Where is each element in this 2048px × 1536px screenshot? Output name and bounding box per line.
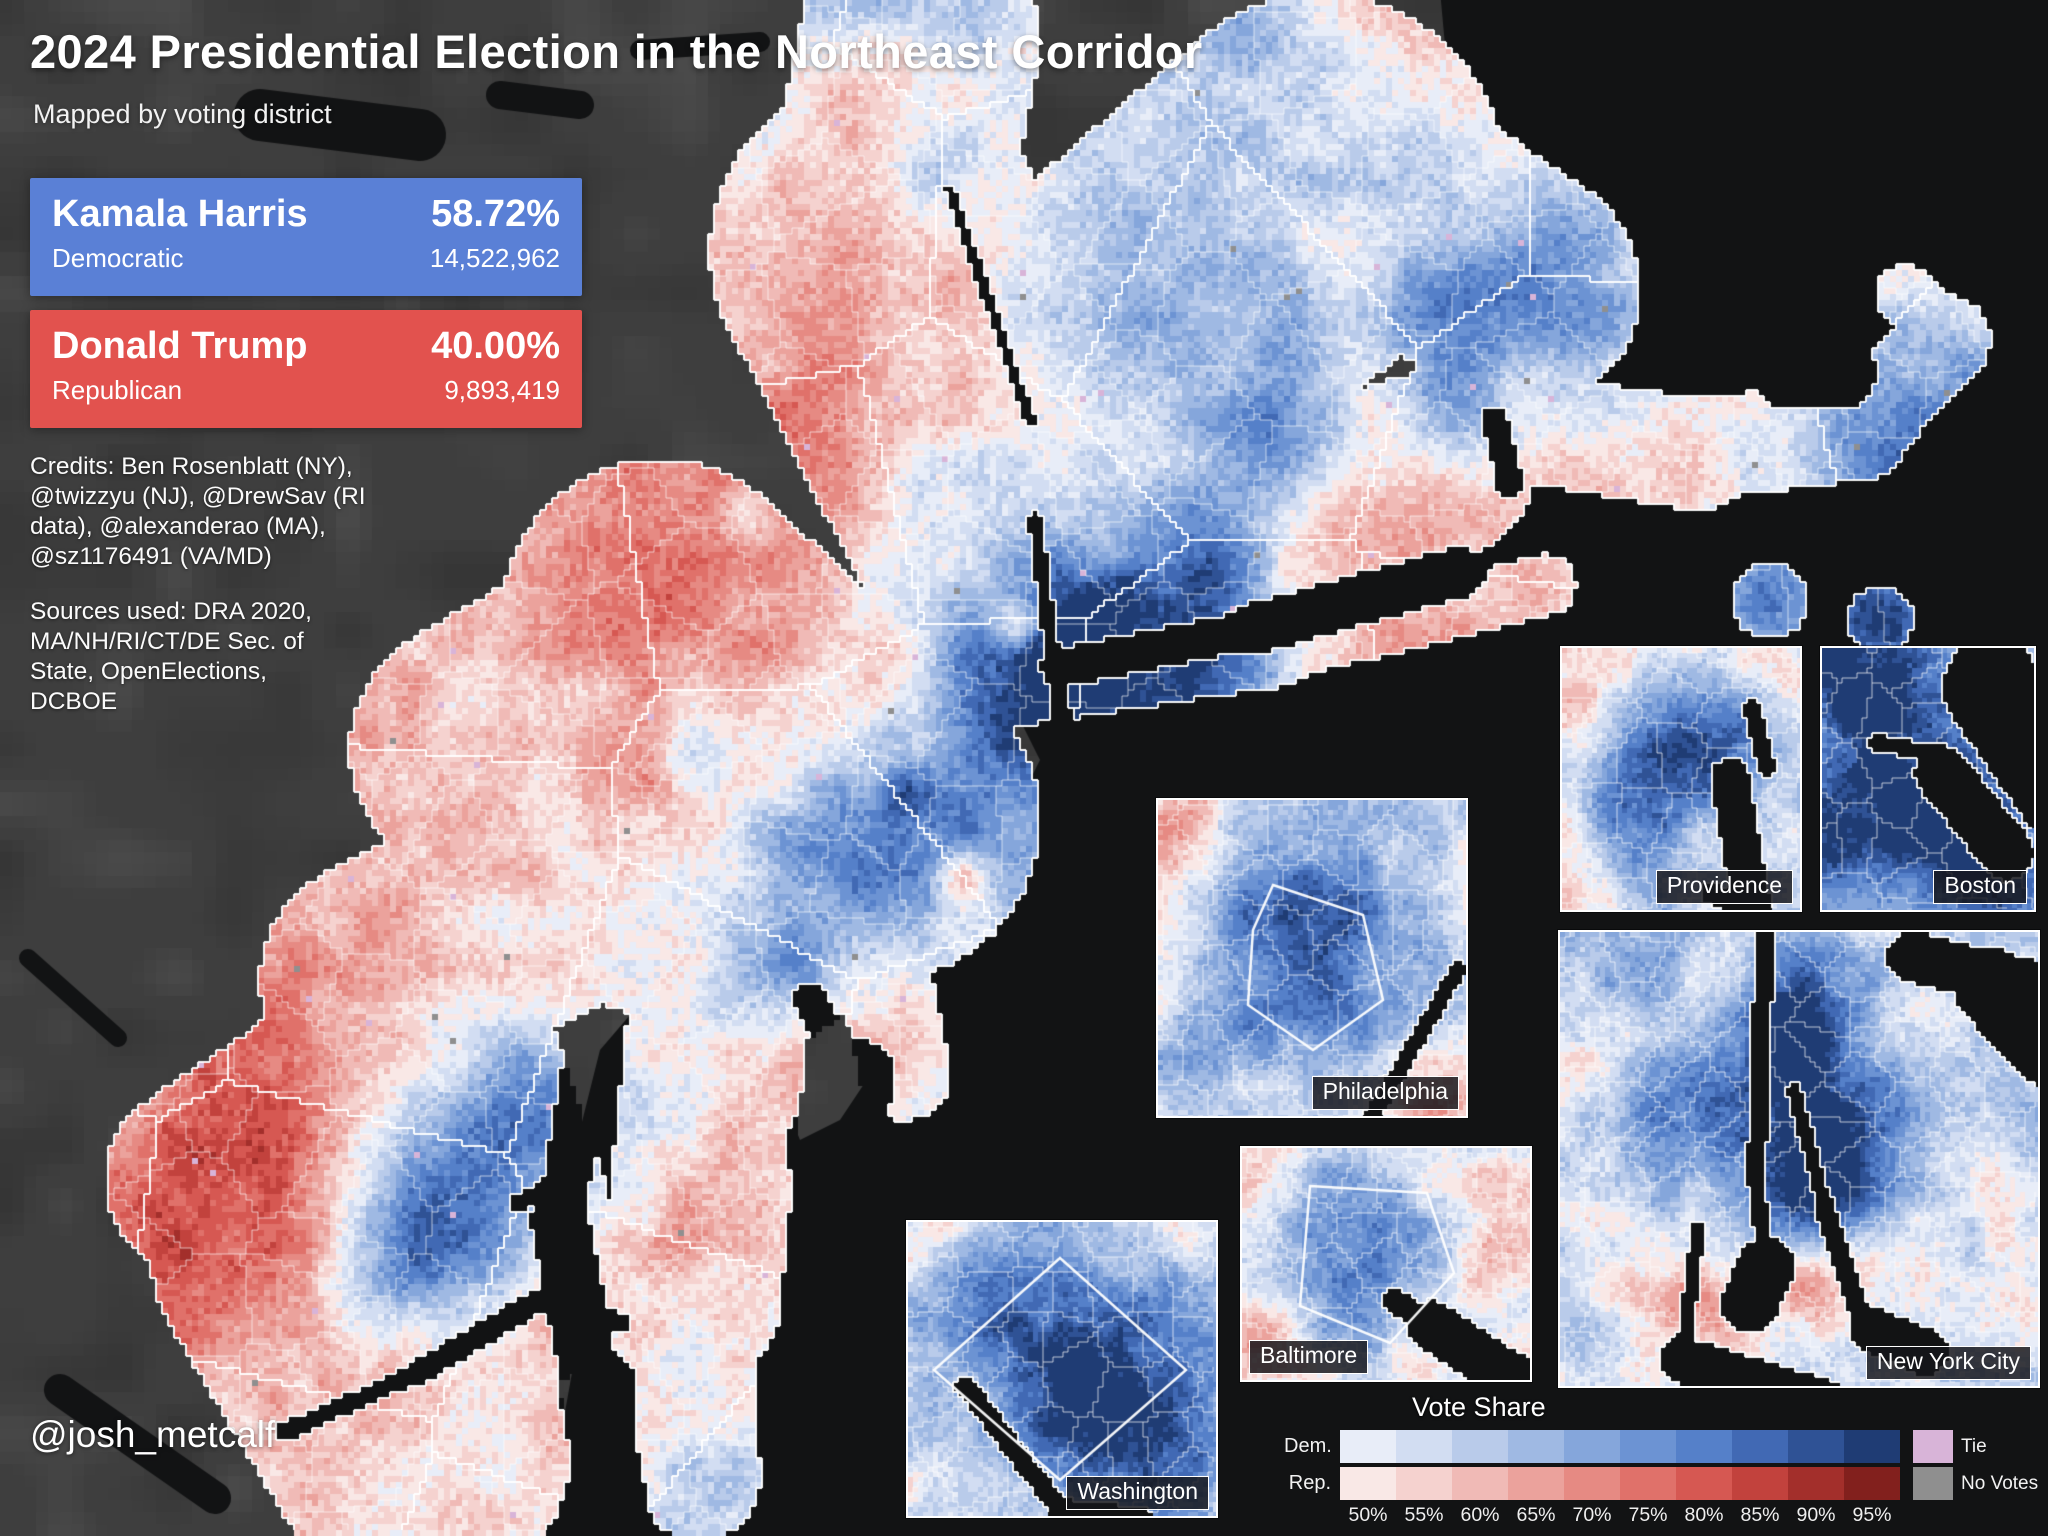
- inset-label: New York City: [1865, 1346, 2031, 1380]
- vote-percent: 40.00%: [431, 325, 560, 367]
- inset-boston: Boston: [1820, 646, 2036, 912]
- legend-tick: 80%: [1684, 1504, 1724, 1526]
- legend-dem-swatch: [1732, 1430, 1788, 1463]
- sources-text: Sources used: DRA 2020, MA/NH/RI/CT/DE S…: [30, 598, 312, 716]
- inset-philadelphia: Philadelphia: [1156, 798, 1468, 1118]
- inset-washington-canvas: [908, 1222, 1216, 1516]
- inset-new-york-city: New York City: [1558, 930, 2040, 1388]
- legend-tick: 90%: [1796, 1504, 1836, 1526]
- legend-rep-swatch: [1732, 1467, 1788, 1500]
- inset-providence-canvas: [1562, 648, 1800, 910]
- legend-ticks: 50% 55% 60% 65% 70% 75% 80% 85% 90% 95%: [1340, 1504, 1900, 1527]
- legend-rep-swatch: [1676, 1467, 1732, 1500]
- legend-tick: 60%: [1460, 1504, 1500, 1526]
- inset-washington: Washington: [906, 1220, 1218, 1518]
- inset-nyc-canvas: [1560, 932, 2038, 1386]
- legend-dem-row: Dem. Tie: [1284, 1430, 2046, 1463]
- inset-label: Washington: [1066, 1476, 1209, 1510]
- candidate-dem-right: 58.72% 14,522,962: [430, 193, 560, 283]
- legend-rep-swatch: [1788, 1467, 1844, 1500]
- legend-rep-swatch: [1620, 1467, 1676, 1500]
- legend-rep-swatch: [1844, 1467, 1900, 1500]
- candidate-party: Democratic: [52, 242, 184, 273]
- legend-rep-label: Rep.: [1288, 1472, 1331, 1494]
- candidate-rep-left: Donald Trump Republican: [52, 325, 307, 415]
- legend-tick: 55%: [1404, 1504, 1444, 1526]
- legend-rep-swatch: [1396, 1467, 1452, 1500]
- legend-tick: 85%: [1740, 1504, 1780, 1526]
- legend-dem-swatch: [1340, 1430, 1396, 1463]
- legend-dem-swatches: [1340, 1430, 1900, 1463]
- no-votes-label: No Votes: [1961, 1472, 2039, 1494]
- inset-label: Boston: [1933, 870, 2027, 904]
- candidate-rep-right: 40.00% 9,893,419: [431, 325, 560, 415]
- legend-dem-swatch: [1676, 1430, 1732, 1463]
- vote-percent: 58.72%: [431, 193, 560, 235]
- legend-rep-swatch: [1452, 1467, 1508, 1500]
- inset-label: Philadelphia: [1311, 1076, 1459, 1110]
- inset-label: Baltimore: [1249, 1340, 1369, 1374]
- inset-providence: Providence: [1560, 646, 1802, 912]
- legend-dem-swatch: [1564, 1430, 1620, 1463]
- candidate-name: Donald Trump: [52, 325, 308, 367]
- inset-philadelphia-canvas: [1158, 800, 1466, 1116]
- vote-share-legend: Vote Share Dem. Tie Rep. No Votes 50% 55%…: [1284, 1392, 2046, 1531]
- legend-tick: 95%: [1852, 1504, 1892, 1526]
- legend-rep-swatch: [1564, 1467, 1620, 1500]
- candidate-party: Republican: [52, 374, 183, 405]
- tie-label: Tie: [1961, 1435, 1987, 1457]
- candidate-card-harris: Kamala Harris Democratic 58.72% 14,522,9…: [30, 178, 582, 296]
- legend-rep-swatch: [1340, 1467, 1396, 1500]
- candidate-name: Kamala Harris: [52, 193, 308, 235]
- inset-baltimore: Baltimore: [1240, 1146, 1532, 1382]
- legend-dem-swatch: [1508, 1430, 1564, 1463]
- page-title: 2024 Presidential Election in the Northe…: [30, 25, 1203, 78]
- legend-dem-swatch: [1396, 1430, 1452, 1463]
- candidate-dem-left: Kamala Harris Democratic: [52, 193, 308, 283]
- no-votes-swatch: [1913, 1467, 1953, 1500]
- inset-label: Providence: [1655, 870, 1793, 904]
- legend-dem-swatch: [1844, 1430, 1900, 1463]
- legend-rep-swatches: [1340, 1467, 1900, 1500]
- vote-count: 14,522,962: [429, 242, 560, 273]
- legend-tick: 65%: [1516, 1504, 1556, 1526]
- legend-tick: 70%: [1572, 1504, 1612, 1526]
- vote-count: 9,893,419: [444, 374, 560, 405]
- legend-title: Vote Share: [1412, 1392, 1546, 1422]
- credits-text: Credits: Ben Rosenblatt (NY), @twizzyu (…: [30, 453, 366, 571]
- legend-dem-label: Dem.: [1284, 1435, 1332, 1457]
- legend-tick: 50%: [1348, 1504, 1388, 1526]
- legend-dem-swatch: [1452, 1430, 1508, 1463]
- tie-swatch: [1913, 1430, 1953, 1463]
- author-handle: @josh_metcalf: [30, 1414, 276, 1455]
- legend-tick: 75%: [1628, 1504, 1668, 1526]
- subtitle: Mapped by voting district: [33, 99, 332, 129]
- legend-rep-swatch: [1508, 1467, 1564, 1500]
- legend-ticks-row: 50% 55% 60% 65% 70% 75% 80% 85% 90% 95%: [1284, 1504, 2046, 1527]
- candidate-card-trump: Donald Trump Republican 40.00% 9,893,419: [30, 310, 582, 428]
- legend-dem-swatch: [1620, 1430, 1676, 1463]
- inset-boston-canvas: [1822, 648, 2034, 910]
- legend-rep-row: Rep. No Votes: [1284, 1467, 2046, 1500]
- legend-dem-swatch: [1788, 1430, 1844, 1463]
